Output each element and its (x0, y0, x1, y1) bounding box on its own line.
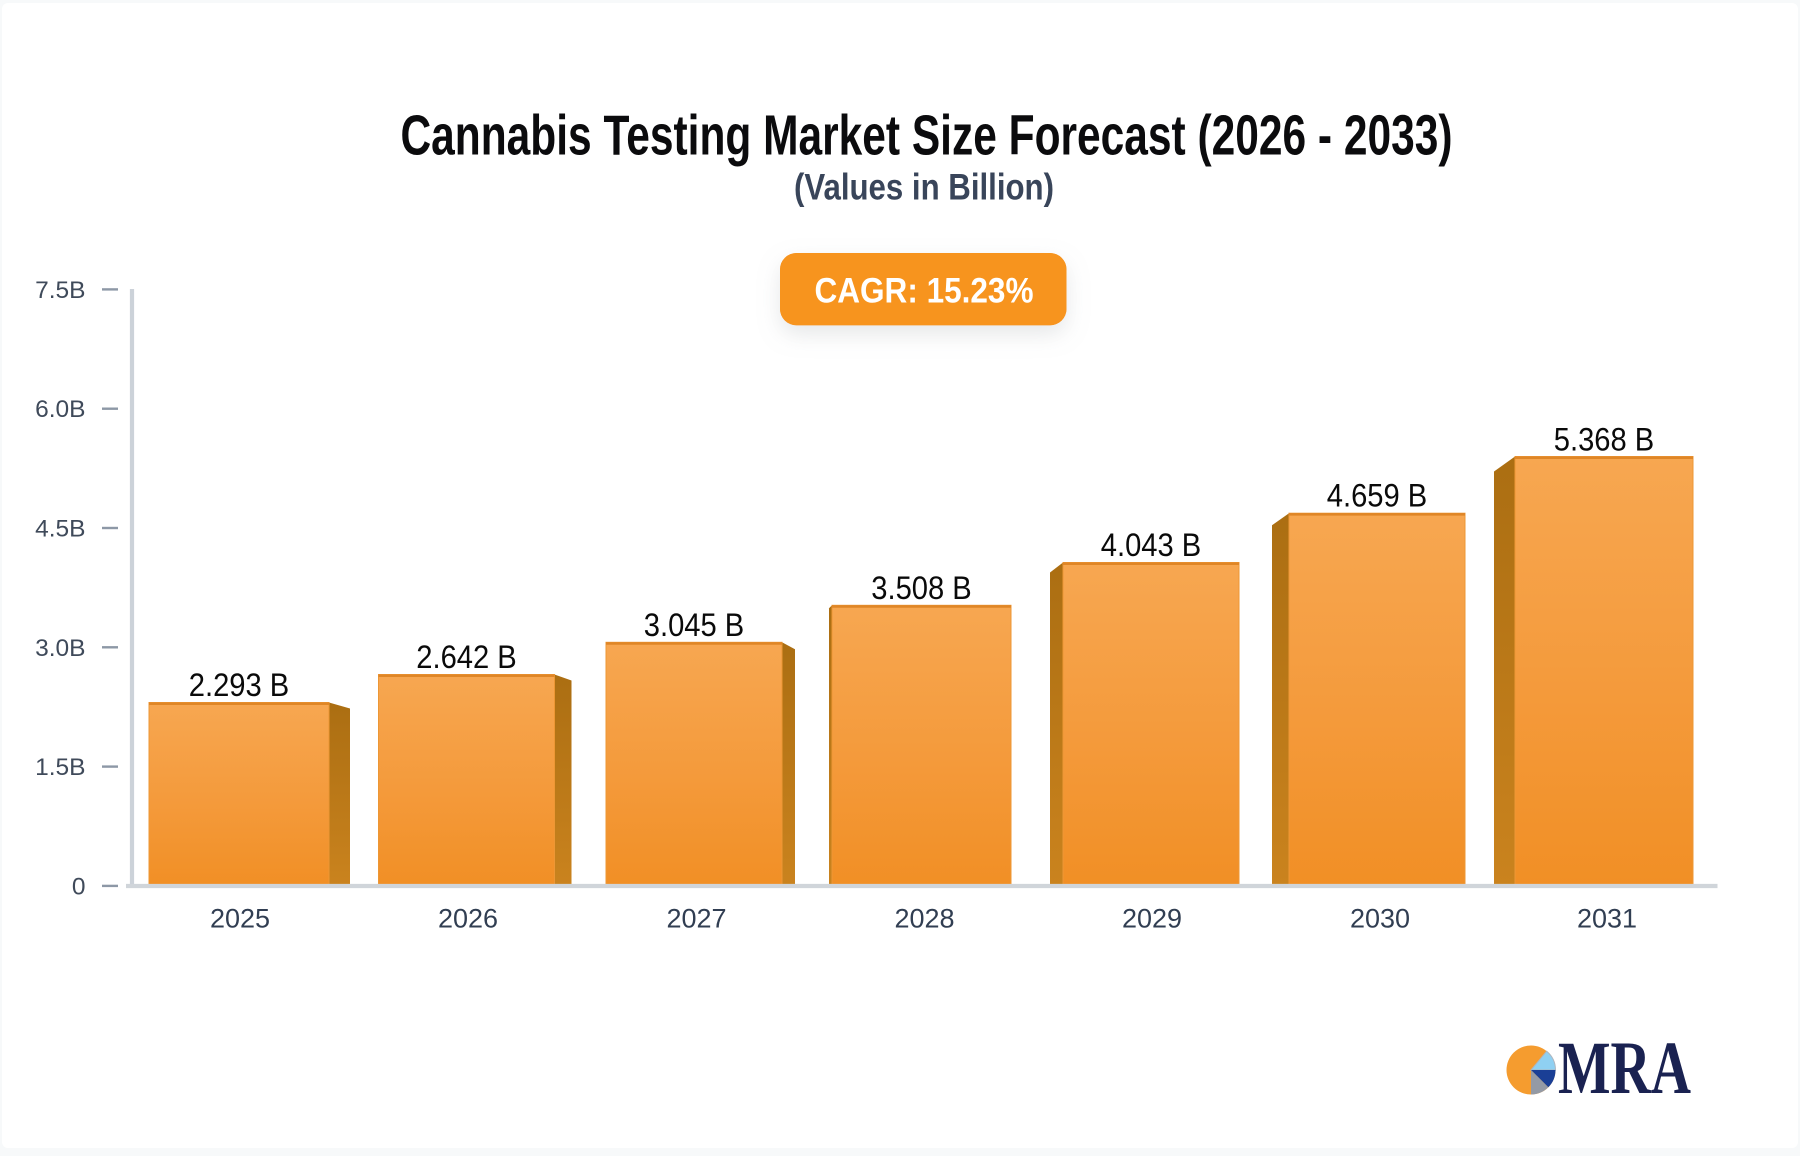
svg-text:4.5B: 4.5B (35, 516, 85, 543)
svg-text:3.0B: 3.0B (35, 635, 85, 662)
svg-text:3.045 B: 3.045 B (644, 607, 745, 643)
svg-text:MRA: MRA (1558, 1027, 1691, 1110)
svg-text:2030: 2030 (1350, 903, 1410, 933)
svg-text:Cannabis Testing Market Size F: Cannabis Testing Market Size Forecast (2… (401, 104, 1453, 168)
svg-text:2029: 2029 (1122, 903, 1182, 933)
svg-text:2026: 2026 (438, 903, 498, 933)
svg-text:4.043 B: 4.043 B (1101, 527, 1202, 563)
svg-text:2025: 2025 (210, 903, 270, 933)
svg-text:2.642 B: 2.642 B (416, 639, 517, 675)
svg-text:4.659 B: 4.659 B (1327, 478, 1428, 514)
svg-text:2031: 2031 (1577, 903, 1637, 933)
svg-text:1.5B: 1.5B (35, 754, 85, 781)
svg-text:(Values in Billion): (Values in Billion) (794, 166, 1054, 208)
svg-text:2028: 2028 (894, 903, 954, 933)
svg-text:2.293 B: 2.293 B (189, 667, 290, 703)
svg-text:0: 0 (72, 873, 86, 900)
svg-text:5.368 B: 5.368 B (1554, 421, 1655, 457)
svg-text:7.5B: 7.5B (35, 277, 85, 304)
svg-text:CAGR: 15.23%: CAGR: 15.23% (815, 272, 1034, 311)
svg-text:3.508 B: 3.508 B (871, 570, 972, 606)
svg-text:2027: 2027 (666, 903, 726, 933)
svg-text:6.0B: 6.0B (35, 396, 85, 423)
